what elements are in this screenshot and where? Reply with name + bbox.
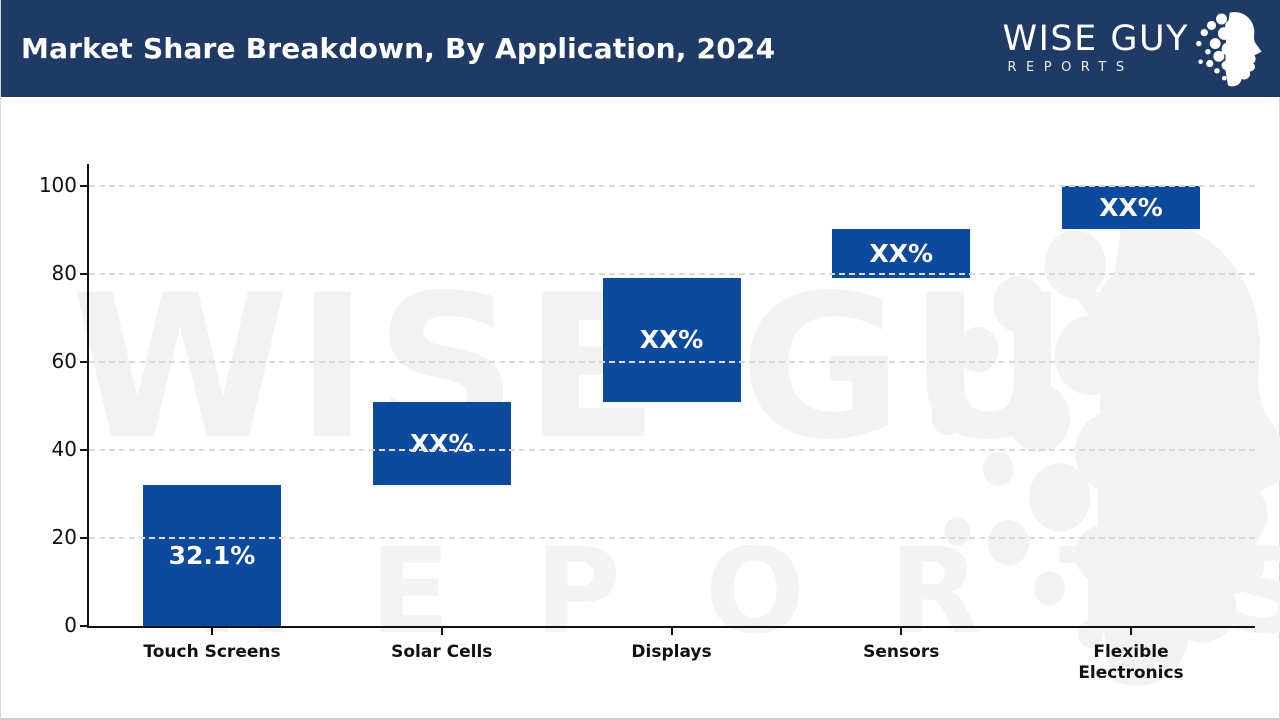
x-axis-label: Sensors	[863, 642, 940, 662]
x-tick	[440, 628, 443, 635]
y-tick	[80, 185, 88, 187]
x-tick	[211, 628, 213, 635]
bar-value-label: XX%	[869, 238, 934, 268]
bar-value-label: 32.1%	[168, 540, 256, 570]
bar-value-label: XX%	[639, 325, 704, 355]
y-axis-label: 20	[51, 525, 77, 549]
y-tick	[80, 361, 88, 363]
chart-area: WISE GUY REPORTS 32.1%Touch ScreensXX%So…	[1, 97, 1280, 720]
y-tick	[80, 537, 88, 539]
chart-title: Market Share Breakdown, By Application, …	[21, 32, 776, 65]
x-tick	[670, 628, 673, 635]
logo-subtext: REPORTS	[1007, 60, 1134, 75]
x-tick	[900, 628, 903, 635]
y-tick	[80, 449, 88, 451]
bar-value-label: XX%	[409, 428, 474, 458]
y-axis-label: 80	[51, 261, 77, 285]
x-axis-label: Touch Screens	[143, 642, 281, 662]
x-tick	[1130, 628, 1132, 635]
y-axis-spine	[87, 164, 89, 628]
x-axis-label: Displays	[631, 642, 712, 662]
y-axis-label: 60	[51, 349, 77, 373]
y-tick	[80, 625, 88, 627]
gridline	[89, 273, 1255, 275]
logo-wordmark: WISE GUY	[1002, 19, 1189, 59]
gridline	[89, 449, 1255, 451]
wiseguy-logo: WISE GUY REPORTS	[1002, 9, 1263, 89]
y-axis-label: 100	[38, 173, 77, 197]
y-tick	[80, 273, 88, 275]
bar-sensors: XX%	[832, 228, 971, 278]
y-axis-label: 0	[64, 613, 77, 637]
bar-displays: XX%	[602, 277, 741, 402]
gridline	[89, 537, 1255, 539]
gridline	[89, 185, 1255, 187]
logo-face-icon	[1196, 11, 1262, 86]
y-axis-label: 40	[51, 437, 77, 461]
bar-value-label: XX%	[1099, 192, 1163, 222]
gridline	[89, 361, 1255, 363]
x-axis-label: Flexible Electronics	[1078, 642, 1184, 684]
header: Market Share Breakdown, By Application, …	[1, 0, 1280, 97]
x-axis-spine	[87, 626, 1255, 628]
x-axis-label: Solar Cells	[391, 642, 493, 662]
bar-touch-screens: 32.1%	[143, 484, 281, 626]
watermark-face-icon	[931, 221, 1280, 686]
bar-solar-cells: XX%	[372, 401, 511, 485]
bar-flexible-electronics: XX%	[1062, 186, 1200, 229]
